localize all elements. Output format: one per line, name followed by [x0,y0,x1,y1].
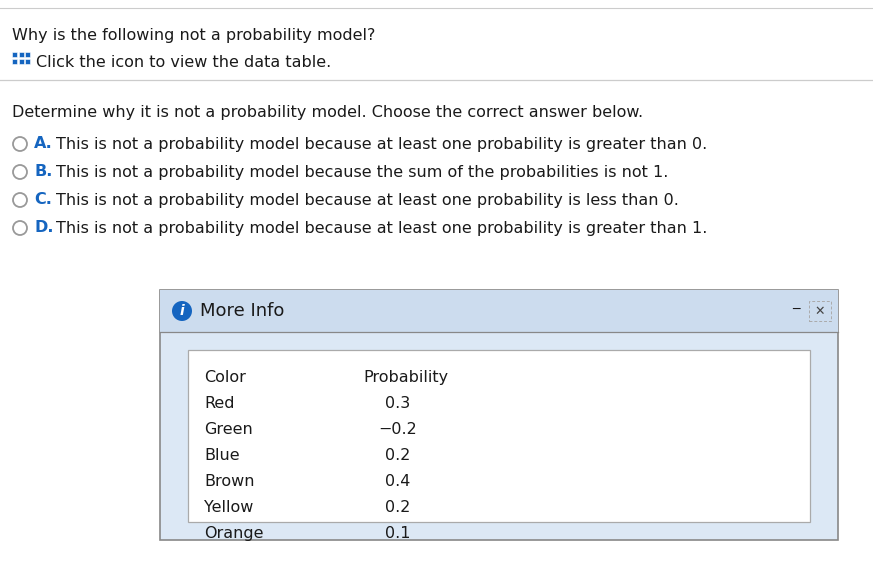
FancyBboxPatch shape [25,52,30,57]
Text: 0.1: 0.1 [385,526,411,541]
FancyBboxPatch shape [25,58,30,64]
Text: Why is the following not a probability model?: Why is the following not a probability m… [12,28,375,43]
Text: This is not a probability model because at least one probability is less than 0.: This is not a probability model because … [56,192,679,208]
Text: Probability: Probability [363,370,448,385]
FancyBboxPatch shape [18,58,24,64]
Text: Color: Color [204,370,246,385]
Text: This is not a probability model because at least one probability is greater than: This is not a probability model because … [56,220,707,235]
Text: Blue: Blue [204,448,239,463]
Text: Determine why it is not a probability model. Choose the correct answer below.: Determine why it is not a probability mo… [12,105,643,120]
Text: 0.2: 0.2 [385,500,410,515]
Text: 0.4: 0.4 [385,474,410,489]
Text: C.: C. [34,192,52,208]
Text: A.: A. [34,136,52,151]
Text: Red: Red [204,396,235,411]
Text: i: i [180,304,184,318]
Text: Green: Green [204,422,253,437]
Text: More Info: More Info [200,302,285,320]
FancyBboxPatch shape [160,290,838,540]
Text: Yellow: Yellow [204,500,253,515]
FancyBboxPatch shape [18,52,24,57]
Text: B.: B. [34,165,52,180]
Text: 0.3: 0.3 [385,396,410,411]
Text: This is not a probability model because the sum of the probabilities is not 1.: This is not a probability model because … [56,165,669,180]
Text: D.: D. [34,220,53,235]
FancyBboxPatch shape [188,350,810,522]
Text: 0.2: 0.2 [385,448,410,463]
Text: This is not a probability model because at least one probability is greater than: This is not a probability model because … [56,136,707,151]
FancyBboxPatch shape [12,58,17,64]
Text: Click the icon to view the data table.: Click the icon to view the data table. [37,55,332,70]
Text: ✕: ✕ [815,305,825,317]
Circle shape [172,301,192,321]
Text: Orange: Orange [204,526,264,541]
FancyBboxPatch shape [160,290,838,332]
Text: ─: ─ [793,302,800,316]
Text: Brown: Brown [204,474,255,489]
FancyBboxPatch shape [12,52,17,57]
Text: −0.2: −0.2 [379,422,417,437]
